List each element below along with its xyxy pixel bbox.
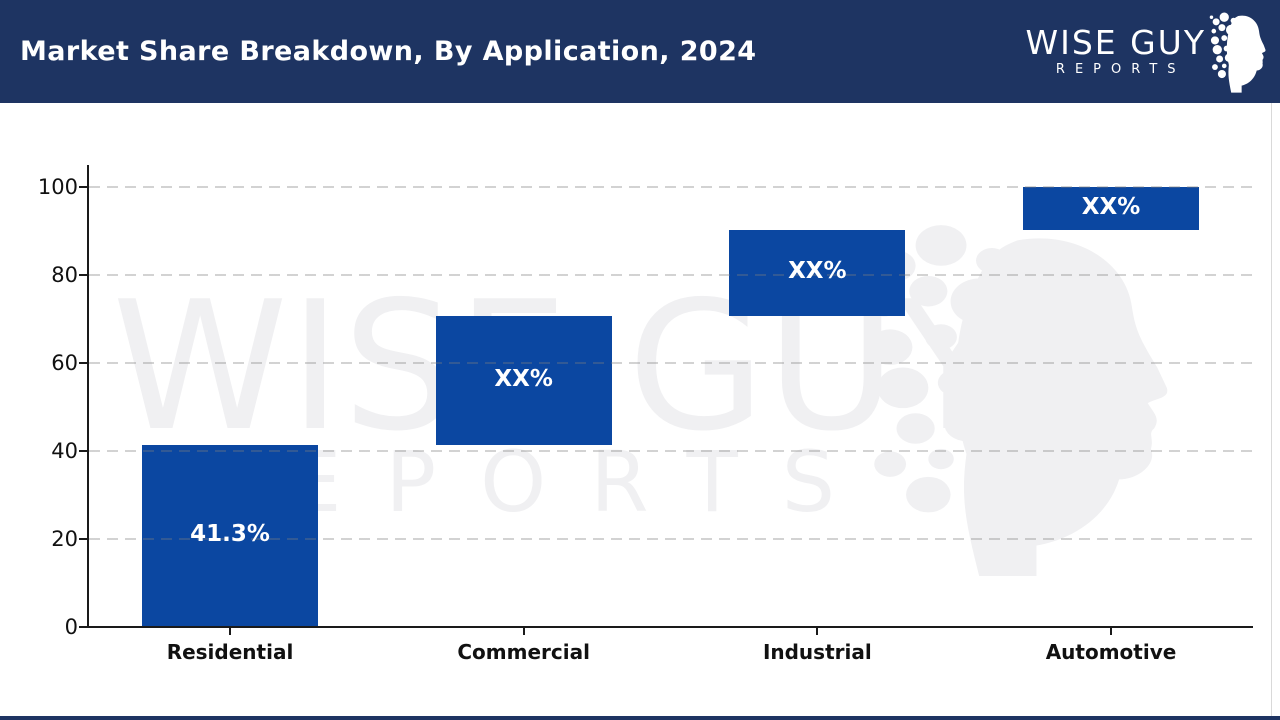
footer-accent-bar [0,716,1280,720]
gridline-y-80 [89,274,1253,276]
header: Market Share Breakdown, By Application, … [0,0,1280,103]
bar-value-label-commercial: XX% [494,365,553,392]
category-label-commercial: Commercial [457,640,590,664]
bar-value-label-residential: 41.3% [190,521,270,548]
bar-value-label-industrial: XX% [788,258,847,285]
wise-guy-reports-logo: WISE GUY REPORTS [1025,10,1266,94]
category-label-automotive: Automotive [1045,640,1177,664]
x-tick-commercial [522,628,525,635]
category-label-residential: Residential [166,640,294,664]
y-tick-100 [79,186,87,188]
gridline-y-40 [89,450,1253,452]
chart-title: Market Share Breakdown, By Application, … [20,36,757,67]
y-tick-label-60: 60 [51,351,78,375]
y-tick-20 [79,538,87,540]
y-tick-label-100: 100 [37,175,78,199]
bar-value-label-automotive: XX% [1081,193,1141,220]
category-label-industrial: Industrial [762,640,872,664]
y-tick-label-40: 40 [51,439,78,463]
bar-industrial [729,230,906,316]
right-edge-divider [1271,103,1272,716]
y-tick-80 [79,274,87,276]
x-axis-line [87,626,1253,628]
x-tick-residential [229,628,231,635]
gridline-y-20 [89,538,1253,540]
bar-commercial [435,315,612,446]
y-tick-0 [79,626,87,628]
logo-face-icon [1209,12,1266,93]
y-tick-40 [79,450,87,452]
y-tick-label-80: 80 [51,263,78,287]
logo-wordmark: WISE GUY [1025,22,1206,62]
y-tick-label-0: 0 [64,615,78,639]
gridline-y-100 [89,186,1253,188]
y-axis-line [87,165,89,628]
x-tick-industrial [816,628,819,635]
x-tick-automotive [1110,628,1112,635]
gridline-y-60 [89,362,1253,364]
logo-subtitle: REPORTS [1055,62,1186,78]
logo-text: WISE GUY REPORTS [1025,22,1206,78]
y-tick-60 [79,362,87,364]
bar-automotive [1023,187,1199,231]
y-tick-label-20: 20 [51,527,78,551]
bar-residential [142,445,318,627]
